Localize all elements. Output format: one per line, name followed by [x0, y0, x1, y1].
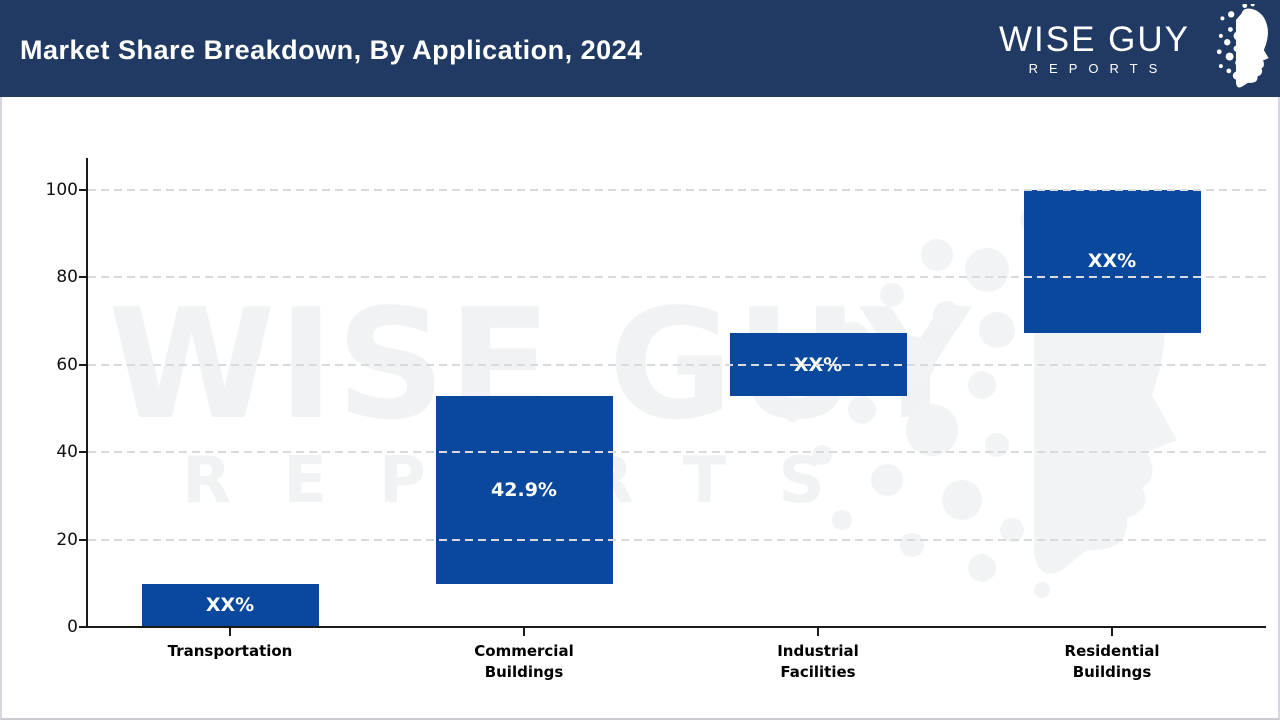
category-label-line: Buildings	[484, 663, 564, 681]
category-label-line: Residential	[1064, 642, 1160, 660]
category-label-line: Buildings	[1072, 663, 1152, 681]
bar-segment: 42.9%	[435, 396, 613, 584]
gridline-40	[88, 451, 1266, 453]
x-axis-tick-mark	[817, 628, 819, 636]
x-axis-category-label: Commercial Buildings	[394, 641, 654, 683]
x-axis-line	[86, 626, 1266, 628]
y-axis-tick-label: 80	[56, 267, 78, 287]
category-label-line: Industrial	[777, 642, 859, 660]
gridline-100	[88, 188, 1266, 191]
gridline-60	[88, 363, 1266, 366]
logo-text: WISE GUY REPORTS	[998, 20, 1190, 77]
x-axis-tick-mark	[523, 628, 525, 636]
y-axis-tick-label: 60	[56, 354, 78, 375]
bar-value-label: XX%	[205, 594, 255, 617]
gridline-20	[88, 538, 1266, 541]
x-axis-category-label: Residential Buildings	[982, 641, 1242, 683]
category-label-line: Transportation	[167, 642, 293, 660]
y-axis-tick-label: 40	[56, 442, 78, 462]
logo-subtitle: REPORTS	[1028, 61, 1169, 76]
face-profile-dots-icon	[1192, 2, 1272, 94]
y-axis-tick-mark	[79, 363, 86, 366]
x-axis-category-label: Industrial Facilities	[688, 641, 948, 683]
y-axis-line	[86, 158, 88, 628]
y-axis-tick-mark	[79, 626, 86, 628]
header-bar: Market Share Breakdown, By Application, …	[0, 0, 1280, 97]
y-axis-tick-label: 0	[67, 617, 78, 637]
x-axis-tick-mark	[229, 628, 231, 636]
y-axis-tick-mark	[79, 188, 86, 191]
bar-segment: XX%	[1023, 189, 1201, 334]
y-axis-tick-label: 100	[45, 179, 78, 200]
x-axis-tick-mark	[1111, 628, 1113, 636]
category-label-line: Facilities	[780, 663, 856, 681]
gridline-80	[88, 276, 1266, 278]
x-axis-category-label: Transportation	[100, 641, 360, 662]
y-axis-tick-mark	[79, 451, 86, 453]
wise-guy-reports-logo: WISE GUY REPORTS	[998, 2, 1272, 94]
category-label-line: Commercial	[474, 642, 574, 660]
bar-value-label: XX%	[1087, 250, 1137, 273]
page-title: Market Share Breakdown, By Application, …	[20, 35, 643, 65]
y-axis-tick-mark	[79, 538, 86, 541]
logo-wordmark: WISE GUY	[998, 20, 1190, 59]
y-axis-tick-label: 20	[56, 529, 78, 550]
bar-value-label: 42.9%	[491, 478, 557, 501]
bar-segment: XX%	[141, 583, 319, 627]
y-axis-tick-mark	[79, 276, 86, 278]
